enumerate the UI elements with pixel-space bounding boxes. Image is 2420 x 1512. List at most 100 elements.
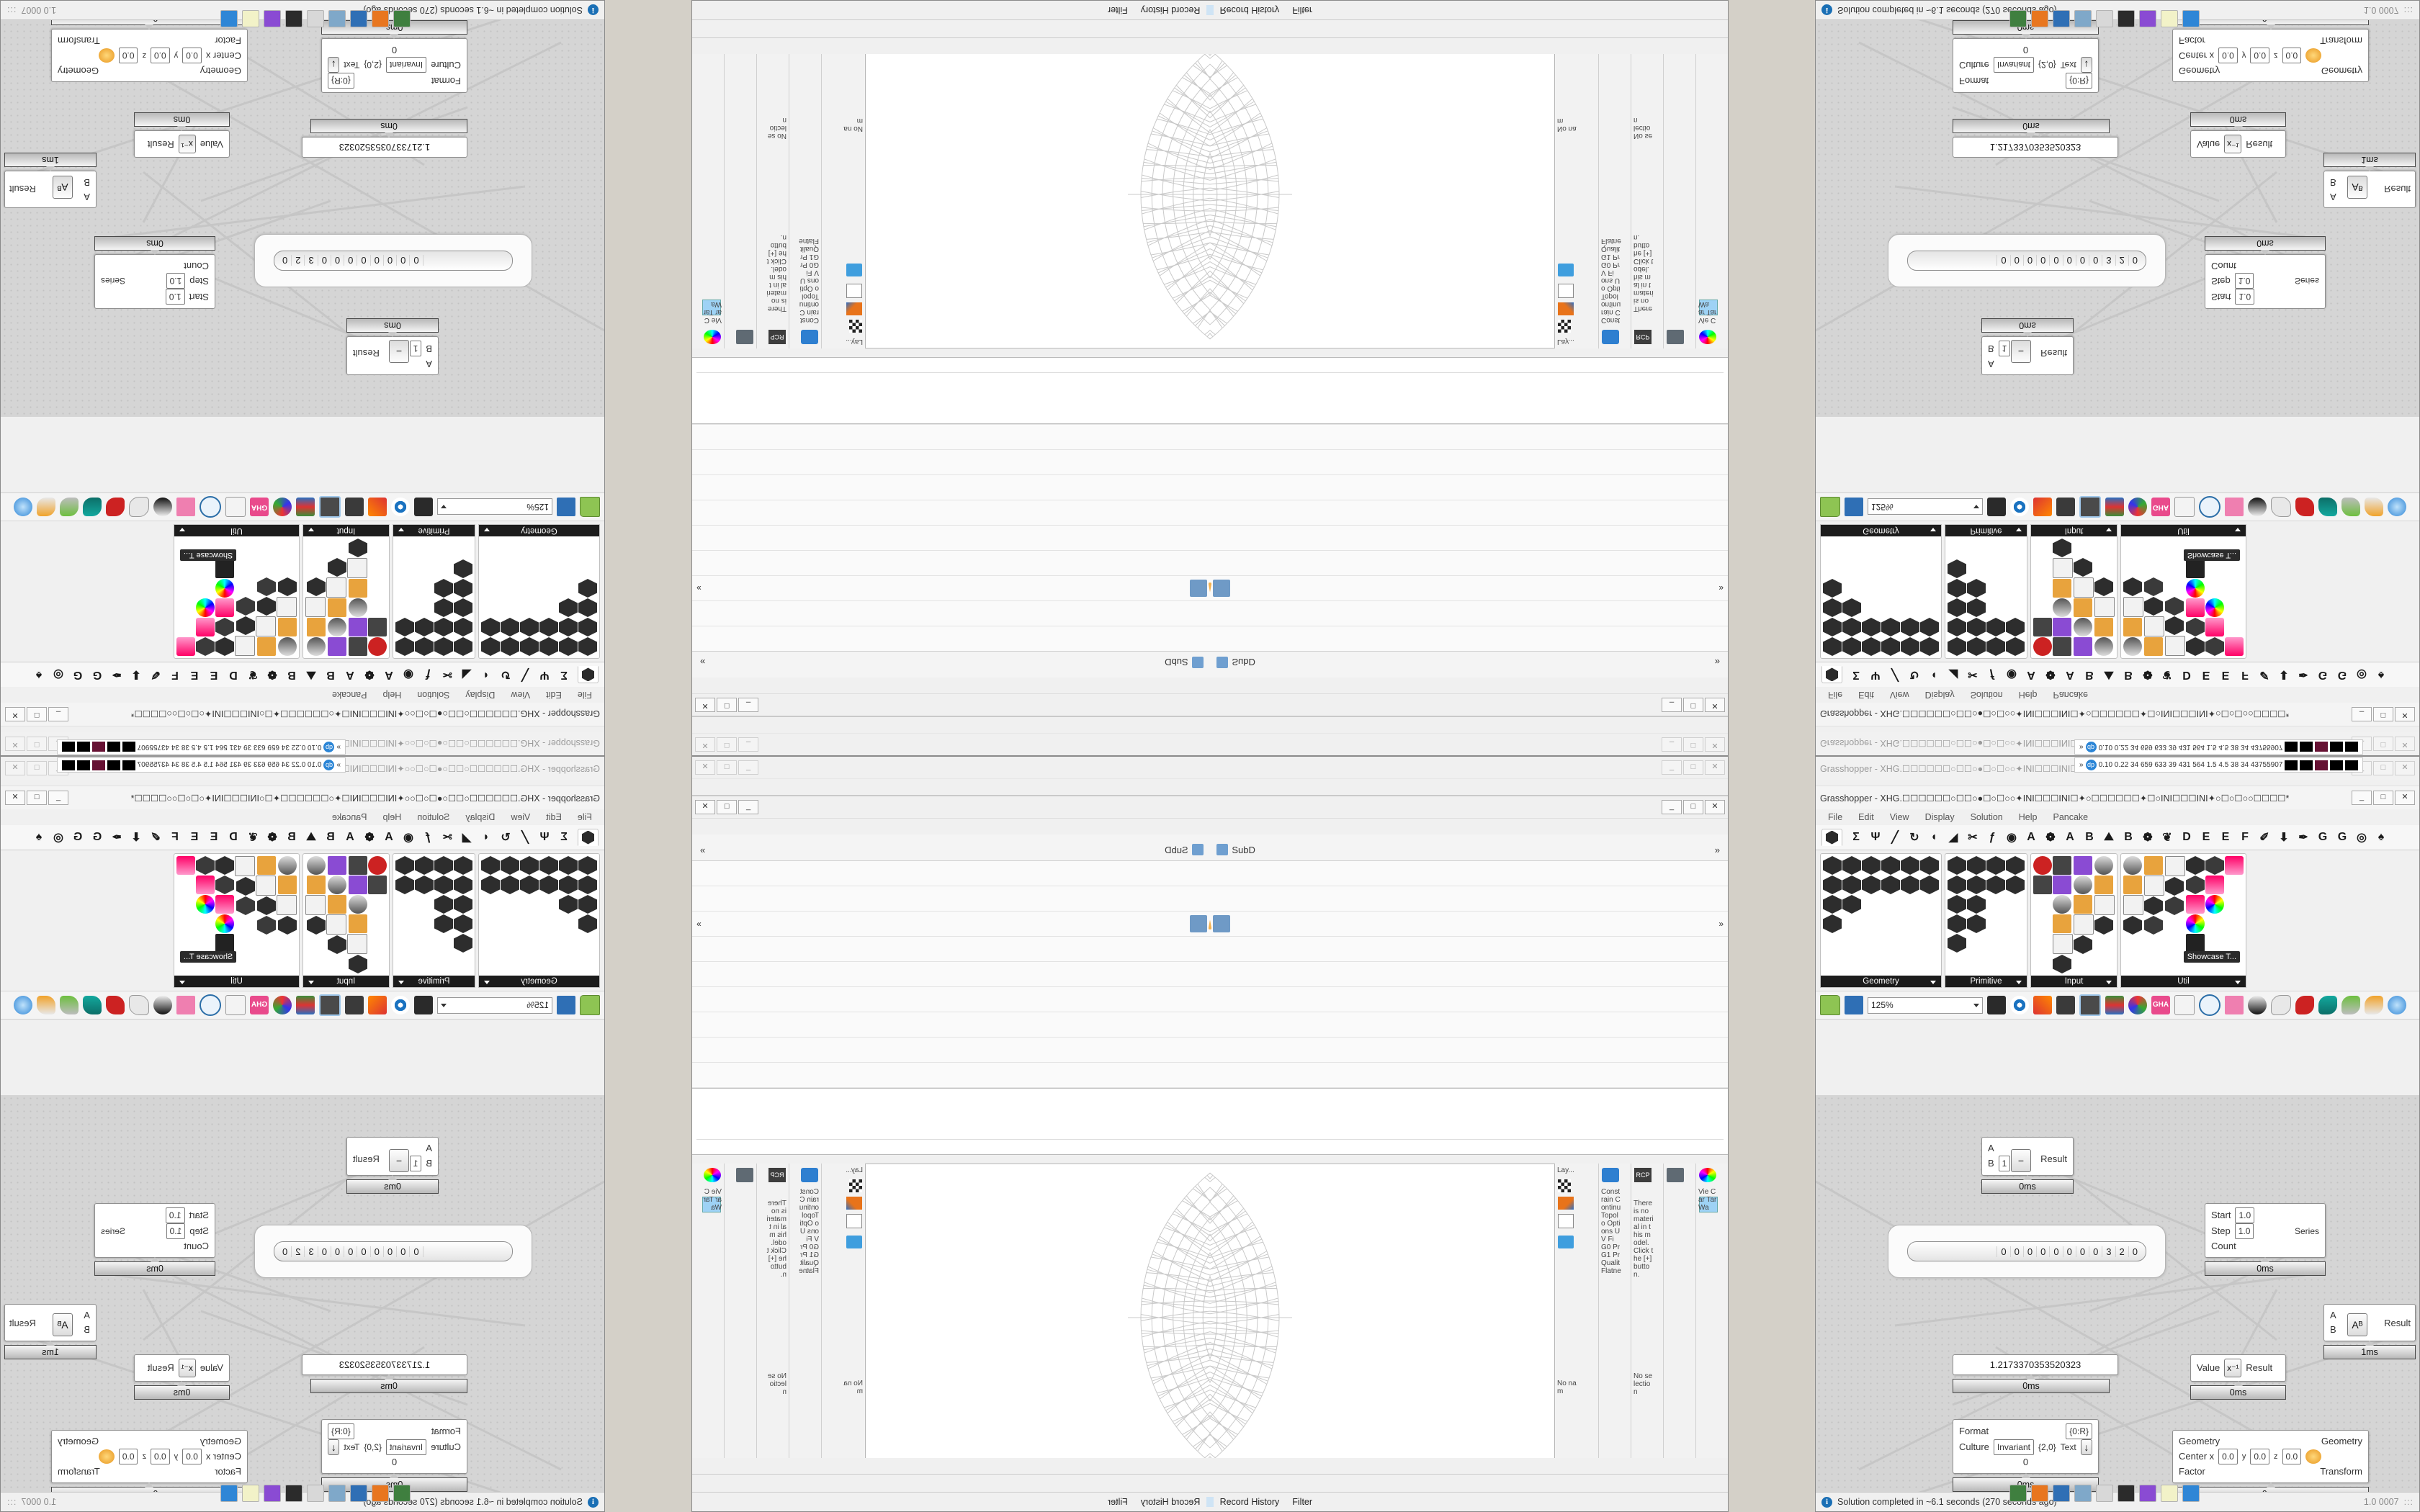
grasshopper-ribbon-tabs[interactable]: Σ Ψ ╱ ↻ ◖ ◢ ✂ ƒ ◉ A ❁ A B ⛰ B ❁ ❦ D E E F ✐ ⬇ ✒ G G ◎ ♠ — [1, 662, 604, 687]
gh-component-icon[interactable] — [257, 637, 276, 656]
port-text-out[interactable]: Text — [344, 1442, 360, 1452]
gh-ribbon-tab-27[interactable]: ◎ — [53, 668, 63, 680]
port-center[interactable]: Center x — [205, 1451, 241, 1462]
status-toggle-filter[interactable]: Filter — [1107, 1497, 1128, 1507]
gh-ribbon-tab-3[interactable]: ╱ — [1891, 668, 1899, 680]
port-geometry-out[interactable]: Geometry — [58, 66, 99, 76]
rhino-menubar[interactable]: FileEditViewCurveSurfaceSubDSolidMeshDim… — [1210, 678, 1728, 693]
rhino-toolbar-row-1[interactable] — [1210, 861, 1728, 886]
gha-label-icon[interactable]: GHA — [250, 498, 269, 516]
gh-component-icon[interactable] — [236, 877, 255, 896]
gh-component-icon[interactable] — [349, 955, 367, 973]
port-culture[interactable]: Culture — [1959, 1441, 1989, 1452]
gh-component-icon[interactable] — [257, 916, 276, 935]
slider-digit[interactable]: 0 — [331, 1246, 345, 1257]
row-overflow-icon[interactable]: » — [1718, 919, 1724, 929]
gh-ribbon-tab-20[interactable]: E — [190, 669, 199, 681]
status-toggle-record-history[interactable]: Record History — [1219, 5, 1280, 15]
gh-component-icon[interactable] — [1823, 895, 1842, 914]
gh-component-icon[interactable] — [347, 934, 367, 954]
gh-menu-solution[interactable]: Solution — [1970, 690, 2003, 700]
component-subtraction[interactable]: A B 1 − Result 0ms — [1981, 318, 2074, 375]
gh-ribbon-tab-3[interactable]: ╱ — [521, 832, 529, 844]
widget-icon[interactable] — [176, 498, 195, 516]
port-step[interactable]: Step — [189, 276, 209, 287]
port-start[interactable]: Start — [2211, 292, 2231, 302]
gh-ribbon-tab-19[interactable]: E — [210, 831, 218, 843]
gh-maximize-ghost[interactable]: □ — [27, 761, 47, 775]
slider-digit[interactable]: 0 — [410, 1246, 424, 1257]
gh-ribbon-tab-6[interactable]: ◢ — [1948, 832, 1958, 844]
slider-digit[interactable]: 0 — [279, 255, 292, 266]
gh-component-icon[interactable] — [1948, 579, 1966, 598]
gh-component-icon[interactable] — [1920, 856, 1939, 875]
center-z[interactable]: 0.0 — [2282, 1449, 2302, 1464]
panel-value[interactable]: 1.2173370353520323 — [1953, 1354, 2118, 1375]
minimize-button-ghost[interactable]: _ — [1662, 737, 1682, 752]
step-value[interactable]: 1.0 — [166, 273, 186, 289]
gh-ribbon-tab-22[interactable]: ✐ — [151, 668, 161, 680]
gh-ribbon-tab-14[interactable]: ⛰ — [306, 831, 316, 843]
gh-ribbon-tab-2[interactable]: Ψ — [539, 669, 550, 681]
rhino-toolbar-row-2[interactable] — [1210, 600, 1728, 626]
status-toggle-record-history[interactable]: Record History — [1219, 1497, 1280, 1507]
gh-component-icon[interactable] — [277, 895, 297, 915]
gh-close-ghost[interactable]: ✕ — [5, 737, 25, 751]
port-result[interactable]: Result — [2040, 348, 2067, 359]
rhino-toolbar-rows[interactable]: ExtractCurvatureGraph» — [1210, 424, 1728, 651]
gh-component-icon[interactable] — [2165, 616, 2184, 635]
status-toggle-record-history[interactable]: Record History — [1140, 1497, 1201, 1507]
gh-ribbon-tab-13[interactable]: B — [326, 831, 335, 843]
port-transform-out[interactable]: Transform — [2320, 1466, 2362, 1477]
cluster-icon[interactable] — [2105, 996, 2124, 1014]
port-count[interactable]: Count — [184, 261, 209, 271]
command-prompt[interactable]: Command: — [696, 1139, 1210, 1153]
gh-component-icon[interactable] — [277, 597, 297, 617]
port-culture[interactable]: Culture — [1959, 60, 1989, 71]
gh-panel-geometry[interactable]: Geometry — [1820, 853, 1942, 988]
gh-component-icon[interactable] — [454, 559, 472, 578]
gh-menu-help[interactable]: Help — [382, 812, 402, 822]
gh-component-icon[interactable] — [349, 618, 367, 636]
gh-ribbon-tab-27[interactable]: ◎ — [53, 832, 63, 844]
viewport-tabs[interactable]: TopTopPerspectiveRight✛ — [1210, 38, 1728, 54]
gh-component-icon[interactable] — [1920, 876, 1939, 894]
panel-materials[interactable]: RCP There is no material in this model. … — [756, 53, 789, 348]
gh-close-ghost[interactable]: ✕ — [2395, 737, 2415, 751]
color-blue-icon[interactable] — [14, 498, 32, 516]
remote-panel-icon[interactable] — [225, 497, 246, 517]
slider-digit[interactable]: 0 — [397, 1246, 411, 1257]
gh-component-icon[interactable] — [2186, 598, 2205, 617]
gh-component-icon[interactable] — [415, 618, 434, 636]
panel-layers[interactable]: Lay... No nam — [1555, 53, 1599, 348]
gh-ribbon-tab-17[interactable]: ❦ — [2162, 668, 2172, 680]
arrow-down-icon[interactable]: ↓ — [2080, 57, 2092, 73]
gh-panel-primitive[interactable]: Primitive — [1945, 853, 2027, 988]
gh-component-icon[interactable] — [326, 914, 346, 935]
gh-component-icon[interactable] — [434, 618, 453, 636]
gh-component-icon[interactable] — [1881, 876, 1900, 894]
preview-icon[interactable] — [391, 996, 410, 1014]
toolbar-overflow-button[interactable]: » — [1714, 657, 1720, 667]
gh-ribbon-tab-5[interactable]: ◖ — [1930, 669, 1937, 681]
gh-ribbon-tab-12[interactable]: A — [2066, 831, 2074, 843]
color-blue-icon[interactable] — [14, 996, 32, 1014]
component-scale[interactable]: Geometry Geometry Center x 0.0 y 0.0 z 0.0… — [51, 19, 248, 82]
port-result[interactable]: Result — [2384, 184, 2411, 194]
port-result[interactable]: Result — [9, 1318, 36, 1328]
slider-digit[interactable]: 2 — [292, 255, 305, 266]
slider-digit[interactable]: 0 — [1996, 1246, 2009, 1257]
preview-icon[interactable] — [2010, 996, 2029, 1014]
gh-component-icon[interactable] — [2094, 876, 2113, 894]
gh-component-icon[interactable] — [1823, 856, 1842, 875]
gh-panel-caption[interactable]: Geometry — [1821, 525, 1941, 536]
gh-panel-caption[interactable]: Geometry — [1821, 976, 1941, 987]
gh-minimize-button[interactable]: _ — [48, 791, 68, 805]
gh-ribbon-tab-11[interactable]: ❁ — [2045, 668, 2056, 680]
docs-icon[interactable] — [307, 10, 324, 27]
port-step[interactable]: Step — [2211, 1225, 2231, 1236]
gh-component-icon[interactable] — [501, 856, 519, 875]
command-prompt[interactable]: Command: — [696, 359, 1210, 373]
gh-menu-help[interactable]: Help — [2018, 812, 2038, 822]
